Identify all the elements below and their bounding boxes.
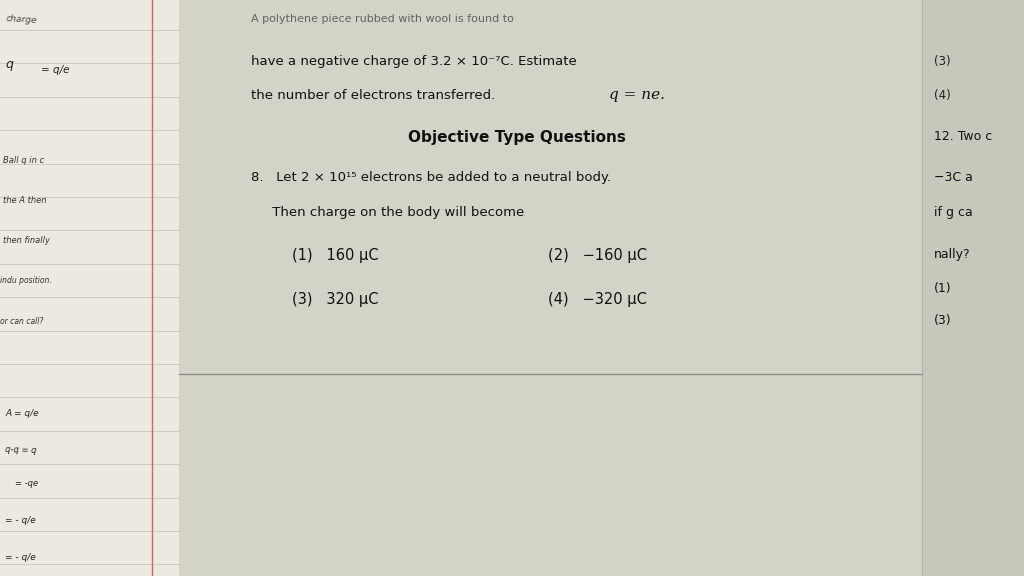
Text: the number of electrons transferred.: the number of electrons transferred. [251,89,496,103]
Text: the A then: the A then [3,196,46,205]
Text: have a negative charge of 3.2 × 10⁻⁷C. Estimate: have a negative charge of 3.2 × 10⁻⁷C. E… [251,55,577,68]
Text: q-q = q: q-q = q [5,445,37,455]
Text: (4): (4) [934,89,950,103]
Text: (3): (3) [934,55,950,68]
Text: = - q/e: = - q/e [5,516,36,525]
Text: −3C a: −3C a [934,171,973,184]
Text: indu position.: indu position. [0,276,52,286]
Text: Ball q in c: Ball q in c [3,156,44,165]
Text: then finally: then finally [3,236,50,245]
Text: 8.   Let 2 × 10¹⁵ electrons be added to a neutral body.: 8. Let 2 × 10¹⁵ electrons be added to a … [251,171,611,184]
Text: (2)   −160 μC: (2) −160 μC [548,248,647,263]
Text: A = q/e: A = q/e [5,409,39,418]
Text: Then charge on the body will become: Then charge on the body will become [251,206,524,219]
Text: q = ne.: q = ne. [609,88,666,101]
Bar [922,0,1024,576]
Text: charge: charge [5,14,37,25]
Text: = - q/e: = - q/e [5,553,36,562]
Text: (3)   320 μC: (3) 320 μC [292,292,378,307]
Text: 12. Two c: 12. Two c [934,130,992,143]
Text: Objective Type Questions: Objective Type Questions [409,130,626,145]
Text: nally?: nally? [934,248,971,261]
Text: or can call?: or can call? [0,317,43,326]
Bar [0,0,179,576]
Text: (4)   −320 μC: (4) −320 μC [548,292,647,307]
Text: (1): (1) [934,282,951,295]
Text: (3): (3) [934,314,951,327]
Text: A polythene piece rubbed with wool is found to: A polythene piece rubbed with wool is fo… [251,14,514,24]
Text: = -qe: = -qe [15,479,39,488]
Text: q: q [5,58,13,71]
Text: if g ca: if g ca [934,206,973,219]
Bar [179,0,922,576]
Text: (1)   160 μC: (1) 160 μC [292,248,379,263]
Text: = q/e: = q/e [41,65,70,74]
